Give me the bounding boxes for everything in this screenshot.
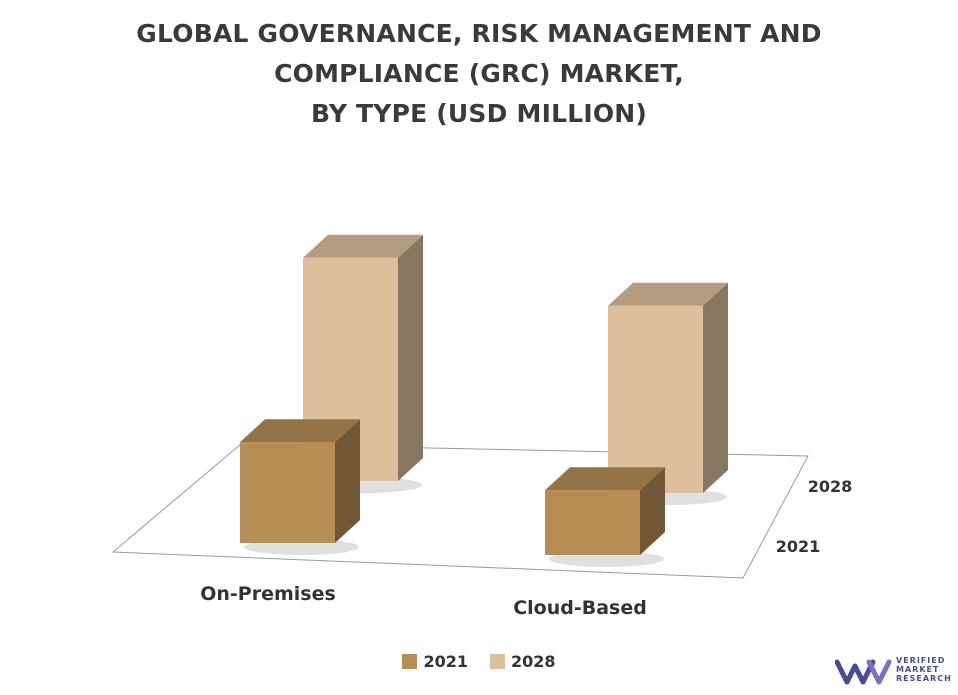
chart-floor (111, 443, 809, 579)
legend-item-2028: 2028 (490, 652, 556, 671)
legend-label-2021: 2021 (423, 652, 468, 671)
chart-title: GLOBAL GOVERNANCE, RISK MANAGEMENT AND C… (0, 14, 958, 134)
legend-label-2028: 2028 (511, 652, 556, 671)
bar-front-face (608, 305, 703, 493)
category-label-on-premises: On-Premises (200, 583, 336, 605)
depth-label-2021: 2021 (776, 537, 821, 556)
bar-top-face (608, 282, 728, 306)
bar-front-face (545, 490, 640, 555)
bar-top-face (303, 234, 423, 258)
bar-2028-cloud-based (608, 282, 728, 505)
bar-side-face (398, 234, 423, 481)
title-line-1: GLOBAL GOVERNANCE, RISK MANAGEMENT AND (136, 19, 822, 48)
brand-line-2: MARKET (896, 665, 940, 674)
bar-2021-cloud-based (545, 467, 665, 567)
legend-item-2021: 2021 (402, 652, 468, 671)
brand-line-1: VERIFIED (896, 656, 946, 665)
brand-logo-icon (835, 659, 892, 685)
category-label-cloud-based: Cloud-Based (513, 597, 647, 619)
brand-line-3: RESEARCH (896, 674, 952, 683)
bar-side-face (640, 467, 665, 555)
bar-front-face (240, 442, 335, 543)
bar-top-face (545, 467, 665, 491)
legend-swatch-2021 (402, 654, 418, 669)
title-line-2: COMPLIANCE (GRC) MARKET, (274, 59, 684, 88)
bar-side-face (335, 419, 360, 543)
legend: 2021 2028 (0, 652, 958, 671)
brand-logo-text: VERIFIED MARKET RESEARCH (896, 656, 952, 683)
bar-side-face (703, 282, 728, 493)
bar-2021-on-premises (240, 419, 360, 555)
legend-swatch-2028 (490, 654, 505, 669)
depth-label-2028: 2028 (808, 477, 853, 496)
bar-top-face (240, 419, 360, 443)
title-line-3: BY TYPE (USD MILLION) (310, 99, 648, 128)
